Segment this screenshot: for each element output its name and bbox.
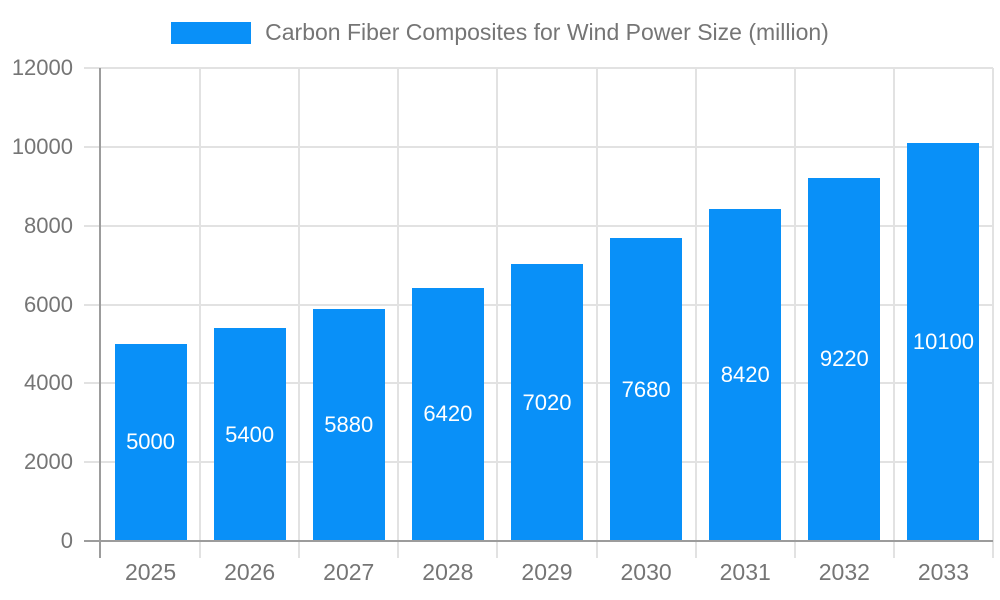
x-gridline [298, 68, 301, 558]
y-gridline [84, 145, 993, 148]
bar-value-label: 5880 [324, 412, 374, 438]
x-axis-tick-label: 2029 [521, 559, 573, 585]
x-axis-tick-label: 2030 [620, 559, 672, 585]
bar-value-label: 8420 [720, 362, 770, 388]
y-axis-tick-label: 12000 [11, 55, 73, 80]
x-axis-tick-label: 2027 [323, 559, 375, 585]
bar[interactable]: 5880 [312, 309, 385, 541]
legend: Carbon Fiber Composites for Wind Power S… [0, 19, 1000, 46]
x-axis-tick-label: 2031 [719, 559, 771, 585]
x-axis-tick-label: 2028 [422, 559, 474, 585]
bar[interactable]: 7020 [511, 264, 583, 541]
bar-value-label: 9220 [819, 346, 869, 372]
bar-value-label: 6420 [423, 401, 473, 427]
y-gridline [84, 224, 993, 227]
x-gridline [496, 68, 499, 558]
x-gridline [199, 68, 202, 558]
x-gridline [595, 68, 598, 558]
legend-item[interactable]: Carbon Fiber Composites for Wind Power S… [171, 19, 829, 46]
y-gridline [84, 67, 993, 69]
y-axis-tick-label: 8000 [24, 212, 73, 238]
bar[interactable]: 7680 [610, 238, 683, 541]
y-axis-tick-label: 6000 [24, 291, 73, 317]
x-gridline [892, 68, 895, 558]
bar[interactable]: 5400 [213, 328, 286, 541]
bar-value-label: 7020 [522, 389, 572, 415]
y-axis-tick-label: 0 [60, 528, 73, 553]
x-axis-tick-label: 2033 [917, 559, 970, 585]
bar-value-label: 5000 [126, 429, 176, 455]
legend-label: Carbon Fiber Composites for Wind Power S… [265, 19, 829, 45]
x-gridline [694, 68, 697, 558]
bar[interactable]: 5000 [114, 343, 187, 541]
bar[interactable]: 6420 [411, 287, 484, 541]
legend-swatch-icon [171, 21, 252, 44]
x-gridline [793, 68, 796, 558]
x-axis-tick-label: 2025 [124, 559, 177, 585]
y-axis-tick-label: 2000 [24, 449, 73, 475]
x-axis-line [84, 540, 993, 542]
bar-value-label: 10100 [912, 328, 975, 354]
x-gridline [397, 68, 400, 558]
y-axis-tick-label: 4000 [24, 370, 73, 396]
bar[interactable]: 8420 [709, 209, 782, 541]
bar-value-label: 7680 [621, 376, 671, 402]
x-axis-tick-label: 2026 [224, 559, 276, 585]
bar[interactable]: 9220 [808, 177, 881, 541]
y-axis-line [99, 68, 101, 558]
x-gridline [992, 68, 994, 558]
bar-value-label: 5400 [225, 421, 275, 447]
x-axis-tick-label: 2032 [818, 559, 870, 585]
bar[interactable]: 10100 [907, 142, 980, 541]
y-axis-tick-label: 10000 [11, 133, 73, 159]
